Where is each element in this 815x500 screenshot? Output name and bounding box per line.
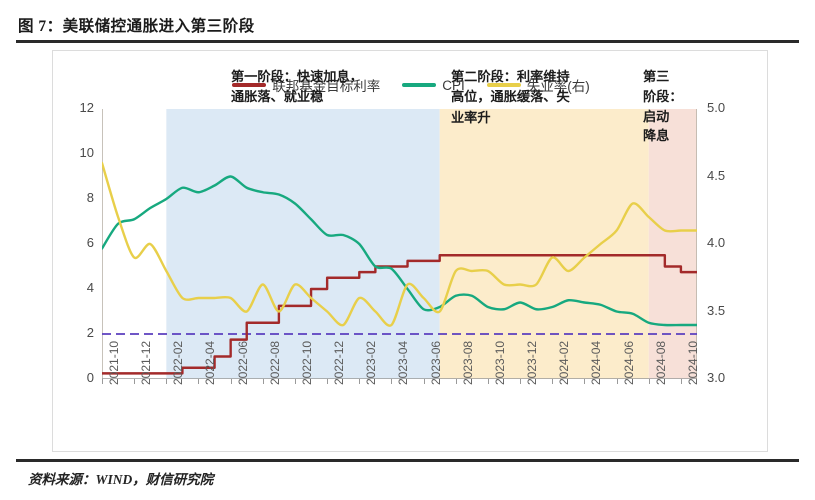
y-tick-right-5.0: 5.0 (707, 100, 726, 115)
x-tick-2023-04: 2023-04 (396, 340, 411, 385)
x-tick-mark (423, 379, 425, 384)
y-tick-left-2: 2 (86, 325, 94, 340)
x-tick-mark (487, 379, 489, 384)
x-tick-mark (616, 379, 618, 384)
x-tick-mark (294, 379, 296, 384)
legend-item-unemployment[interactable]: 失业率(右) (486, 75, 590, 95)
annotation-phase-2: 第二阶段：利率维持 高位，通胀缓落、失 业率升 (451, 69, 570, 125)
x-tick-2023-10: 2023-10 (492, 340, 507, 385)
x-tick-mark (552, 379, 554, 384)
x-tick-2021-10: 2021-10 (107, 340, 121, 385)
legend-swatch-fed-funds (232, 83, 267, 87)
y-tick-left-8: 8 (86, 190, 94, 205)
x-tick-2022-06: 2022-06 (235, 340, 250, 385)
legend-label-fed-funds: 联邦基金目标利率 (272, 79, 381, 94)
series-line-fed-funds (102, 254, 697, 375)
x-tick-mark (584, 379, 586, 384)
source-divider (16, 459, 799, 462)
y-tick-right-3.5: 3.5 (707, 302, 726, 318)
phase-1-band (166, 109, 440, 379)
y-tick-right-4.0: 4.0 (707, 235, 726, 250)
y-tick-left-6: 6 (86, 235, 94, 250)
x-tick-mark (262, 379, 264, 384)
x-tick-2024-06: 2024-06 (621, 340, 636, 385)
x-tick-2024-08: 2024-08 (653, 340, 668, 385)
series-line-cpi (102, 175, 697, 327)
x-tick-mark (391, 379, 393, 384)
chart-container: 联邦基金目标利率 CPI 失业率(右) 0 2 4 6 8 10 12 3.0 3.5 4.0 4… (52, 50, 768, 452)
x-tick-mark (134, 379, 136, 384)
chart-plot-svg (102, 109, 697, 379)
x-tick-mark (455, 379, 457, 384)
x-tick-2022-10: 2022-10 (299, 340, 314, 385)
x-tick-2022-04: 2022-04 (203, 340, 218, 385)
legend-item-fed-funds[interactable]: 联邦基金目标利率 (232, 75, 380, 95)
x-tick-2023-12: 2023-12 (525, 340, 540, 385)
y-tick-left-10: 10 (79, 145, 94, 160)
x-tick-2023-08: 2023-08 (460, 340, 475, 385)
y-tick-left-12: 12 (79, 100, 94, 115)
figure-title: 图 7：美联储控通胀进入第三阶段 (18, 18, 255, 35)
legend-swatch-unemployment (486, 83, 521, 87)
series-line-unemployment (102, 161, 697, 327)
x-tick-2022-02: 2022-02 (171, 340, 186, 385)
plot-area (102, 109, 697, 379)
x-tick-mark (230, 379, 232, 384)
x-tick-mark (102, 379, 103, 384)
phase-3-band (648, 109, 697, 379)
y-tick-right-3.0: 3.0 (707, 370, 726, 385)
x-tick-mark (648, 379, 650, 384)
x-tick-2024-02: 2024-02 (557, 340, 572, 385)
y-tick-right-4.5: 4.5 (707, 167, 726, 183)
x-tick-mark (166, 379, 168, 384)
x-tick-mark (327, 379, 329, 384)
phase-2-band (439, 109, 649, 379)
x-tick-mark (198, 379, 200, 384)
x-tick-mark (680, 379, 682, 384)
x-tick-2022-12: 2022-12 (332, 340, 347, 385)
annotation-phase-1: 第一阶段：快速加息， 通胀落、就业稳 (231, 69, 363, 105)
chart-legend: 联邦基金目标利率 CPI 失业率(右) (53, 75, 769, 95)
y-tick-left-0: 0 (86, 370, 94, 385)
title-divider (16, 40, 799, 43)
annotation-phase-3: 第三 阶段： 启动 降息 (643, 69, 683, 144)
x-tick-2023-02: 2023-02 (364, 340, 379, 385)
x-tick-mark (359, 379, 361, 384)
y-tick-left-4: 4 (86, 280, 94, 295)
legend-label-unemployment: 失业率(右) (526, 79, 590, 94)
x-tick-2024-10: 2024-10 (685, 340, 700, 385)
x-tick-2021-12: 2021-12 (139, 340, 154, 385)
legend-label-cpi: CPI (442, 77, 465, 93)
figure-source: 资料来源：WIND，财信研究院 (28, 472, 214, 487)
x-tick-2022-08: 2022-08 (267, 340, 282, 385)
legend-swatch-cpi (402, 83, 437, 87)
legend-item-cpi[interactable]: CPI (402, 78, 465, 93)
x-tick-2023-06: 2023-06 (428, 340, 443, 385)
x-tick-2024-04: 2024-04 (589, 340, 604, 385)
x-tick-mark (520, 379, 522, 384)
